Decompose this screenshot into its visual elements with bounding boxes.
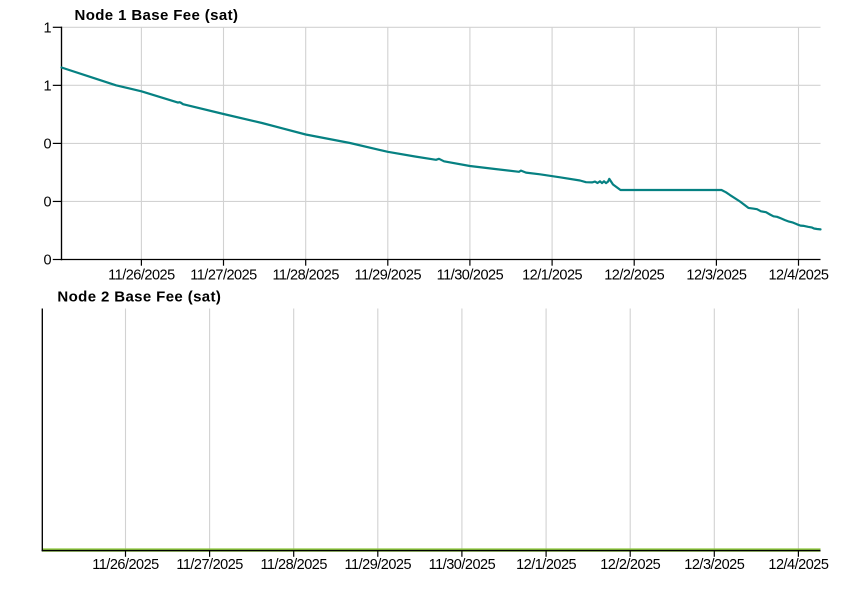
svg-text:12/4/2025: 12/4/2025 [768,267,828,283]
svg-text:12/1/2025: 12/1/2025 [522,267,582,283]
svg-text:Node 2 Base Fee (sat): Node 2 Base Fee (sat) [57,288,221,305]
svg-text:0: 0 [44,194,52,210]
svg-text:0: 0 [44,136,52,152]
svg-text:11/27/2025: 11/27/2025 [176,557,243,573]
svg-text:12/3/2025: 12/3/2025 [684,557,744,573]
svg-text:11/26/2025: 11/26/2025 [92,557,159,573]
svg-text:12/4/2025: 12/4/2025 [768,557,828,573]
svg-text:1: 1 [44,20,52,36]
svg-text:0: 0 [44,253,52,269]
svg-text:12/1/2025: 12/1/2025 [516,557,576,573]
svg-text:12/2/2025: 12/2/2025 [604,267,664,283]
svg-text:11/30/2025: 11/30/2025 [429,557,496,573]
svg-text:12/3/2025: 12/3/2025 [686,267,746,283]
svg-text:11/27/2025: 11/27/2025 [190,267,257,283]
svg-text:11/29/2025: 11/29/2025 [355,267,422,283]
svg-text:Node 1 Base Fee (sat): Node 1 Base Fee (sat) [75,7,239,24]
svg-text:11/28/2025: 11/28/2025 [260,557,327,573]
svg-text:11/29/2025: 11/29/2025 [345,557,412,573]
svg-text:11/28/2025: 11/28/2025 [272,267,339,283]
svg-text:11/26/2025: 11/26/2025 [108,267,175,283]
svg-text:1: 1 [44,78,52,94]
svg-text:11/30/2025: 11/30/2025 [437,267,504,283]
svg-text:12/2/2025: 12/2/2025 [600,557,660,573]
